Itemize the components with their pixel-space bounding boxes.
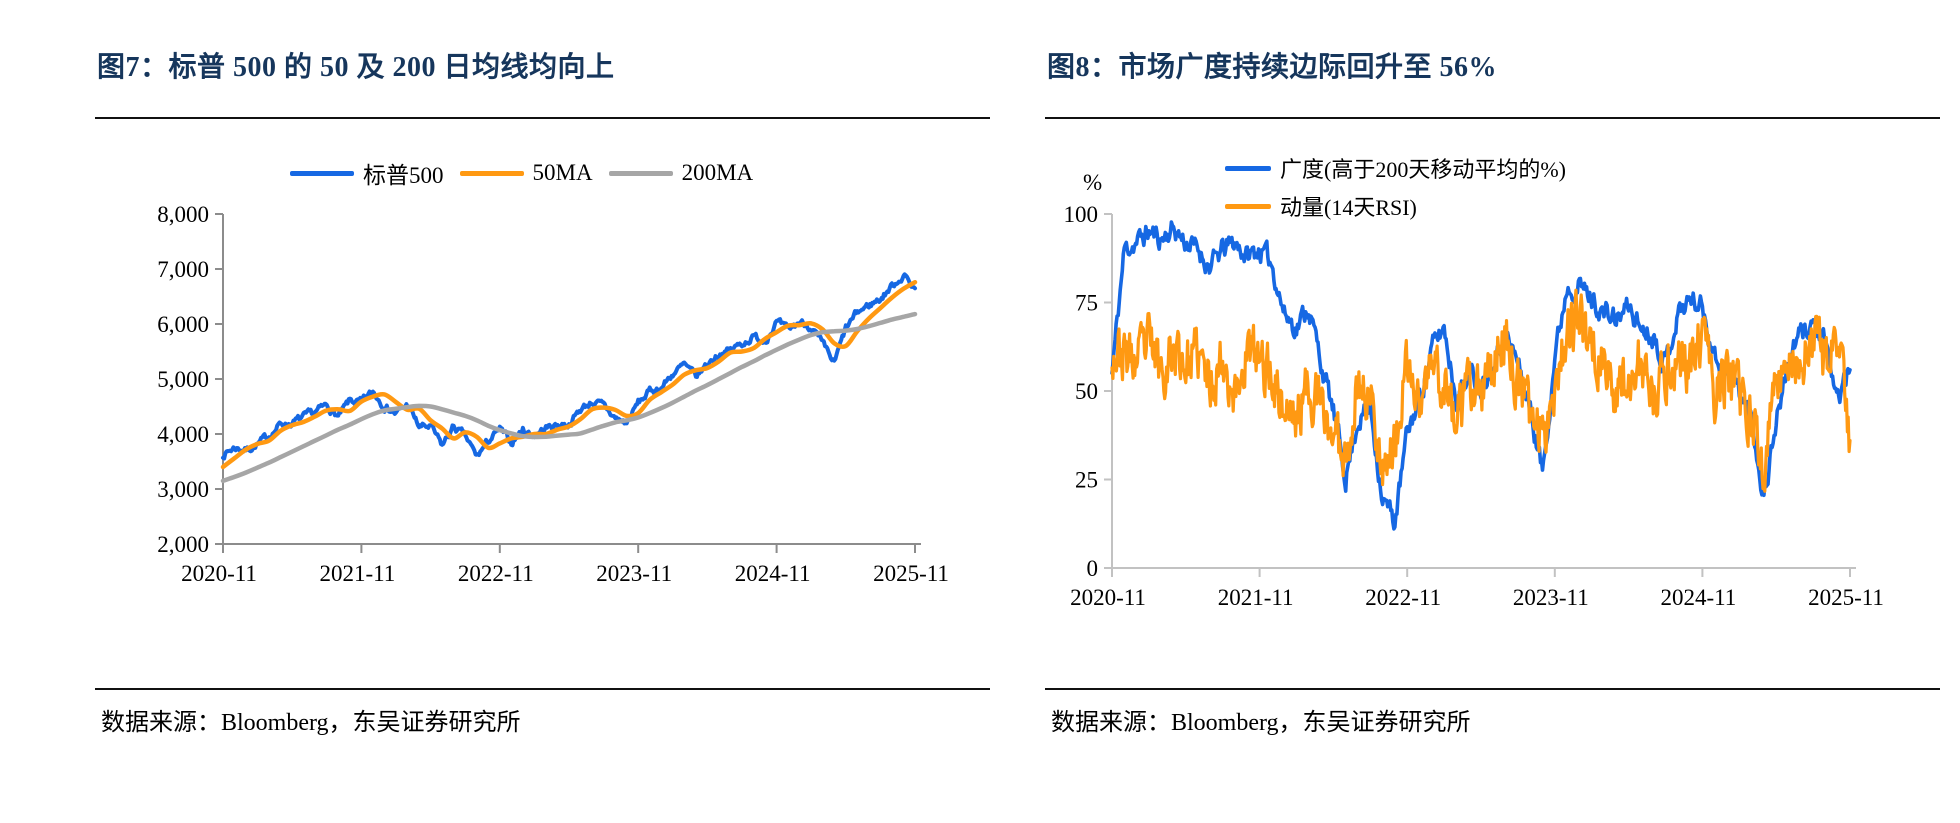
svg-text:4,000: 4,000 [157,422,209,447]
svg-text:3,000: 3,000 [157,477,209,502]
legend-label-breadth: 广度(高于200天移动平均的%) [1280,157,1566,182]
legend-label-momentum: 动量(14天RSI) [1280,195,1417,220]
svg-text:2024-11: 2024-11 [1660,585,1736,610]
figure-8-title-rule [1045,117,1940,119]
svg-text:5,000: 5,000 [157,367,209,392]
svg-text:2025-11: 2025-11 [1808,585,1884,610]
figure-7-title: 图7：标普 500 的 50 及 200 日均线均向上 [97,52,615,83]
svg-text:0: 0 [1087,556,1099,581]
legend-item-50ma: 50MA [459,160,593,186]
svg-text:2021-11: 2021-11 [319,561,395,586]
svg-text:2022-11: 2022-11 [458,561,534,586]
figure-7-source: 数据来源：Bloomberg，东吴证券研究所 [101,710,521,736]
figure-8-chart-area: % 广度(高于200天移动平均的%) 动量(14天RSI) 100 75 50 25 0… [1045,126,1940,636]
legend-swatch-breadth [1225,165,1271,171]
figure-7-title-rule [95,117,990,119]
legend-label-50ma: 50MA [532,160,593,185]
legend-swatch-sp500 [290,170,354,176]
figure-7-source-rule [95,688,990,690]
figure-7-chart-area: 标普500 50MA 200MA 8,000 7,000 6,000 5,000 4,0… [95,126,990,636]
svg-text:100: 100 [1064,202,1099,227]
figure-7: 图7：标普 500 的 50 及 200 日均线均向上 标普500 50MA 2… [95,42,990,802]
legend-label-sp500: 标普500 [363,163,444,188]
svg-text:2025-11: 2025-11 [873,561,949,586]
figure-7-legend: 标普500 50MA 200MA [290,156,753,190]
svg-text:2,000: 2,000 [157,532,209,557]
figure-8-legend: 广度(高于200天移动平均的%) 动量(14天RSI) [1225,152,1566,222]
svg-text:2022-11: 2022-11 [1365,585,1441,610]
svg-text:8,000: 8,000 [157,202,209,227]
fig7-chart-svg: 8,000 7,000 6,000 5,000 4,000 3,000 2,000 2020-… [157,202,949,586]
svg-text:75: 75 [1075,291,1098,316]
legend-item-momentum: 动量(14天RSI) [1225,190,1417,222]
figure-8-source-rule [1045,688,1940,690]
legend-item-sp500: 标普500 [290,156,444,190]
svg-text:7,000: 7,000 [157,257,209,282]
svg-text:50: 50 [1075,379,1098,404]
legend-label-200ma: 200MA [681,160,754,185]
svg-text:2020-11: 2020-11 [181,561,257,586]
legend-item-200ma: 200MA [608,160,754,186]
figure-8: 图8：市场广度持续边际回升至 56% % 广度(高于200天移动平均的%) 动量… [1045,42,1940,802]
svg-text:2024-11: 2024-11 [735,561,811,586]
svg-text:6,000: 6,000 [157,312,209,337]
svg-text:2021-11: 2021-11 [1218,585,1294,610]
fig8-chart-svg: 100 75 50 25 0 2020-11 2021-11 2022-11 2023-11 20… [1064,202,1884,610]
svg-text:2020-11: 2020-11 [1070,585,1146,610]
legend-swatch-momentum [1225,203,1271,209]
figure-8-source: 数据来源：Bloomberg，东吴证券研究所 [1051,710,1471,736]
svg-text:2023-11: 2023-11 [1513,585,1589,610]
legend-item-breadth: 广度(高于200天移动平均的%) [1225,152,1566,184]
y-axis-unit-label: % [1083,170,1103,195]
svg-text:25: 25 [1075,468,1098,493]
figure-8-title: 图8：市场广度持续边际回升至 56% [1047,52,1498,83]
legend-swatch-200ma [608,170,673,176]
svg-text:2023-11: 2023-11 [596,561,672,586]
legend-swatch-50ma [459,170,524,176]
